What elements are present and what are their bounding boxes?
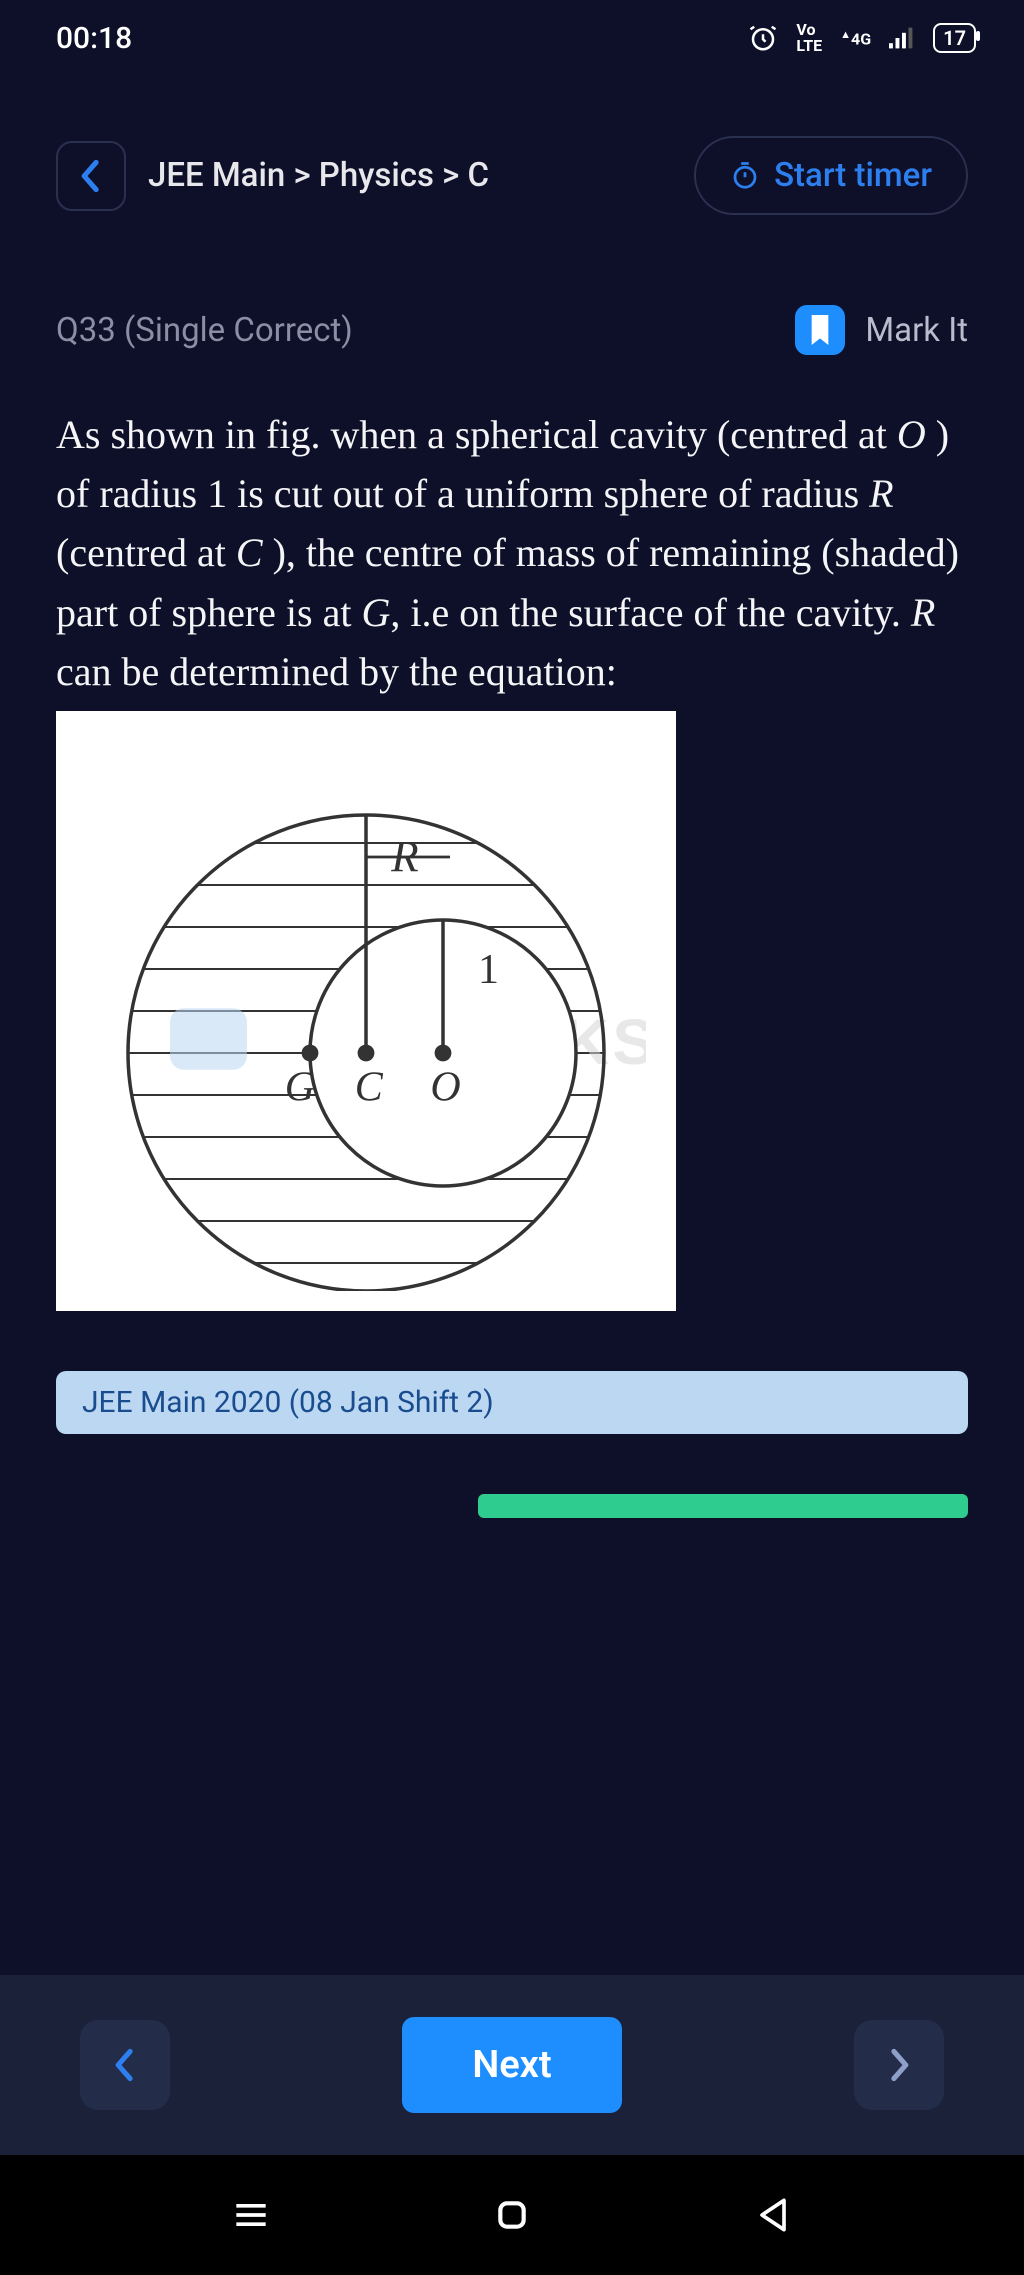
progress-bar (478, 1494, 968, 1518)
start-timer-label: Start timer (774, 156, 932, 195)
back-soft-icon[interactable] (751, 2193, 795, 2237)
header-row: JEE Main > Physics > C Start timer (0, 76, 1024, 215)
question-text: As shown in fig. when a spherical cavity… (0, 355, 1024, 701)
battery-indicator: 17 (933, 23, 976, 53)
next-button[interactable]: Next (402, 2017, 621, 2113)
chevron-right-icon (888, 2048, 910, 2082)
volte-indicator: VoLTE (796, 22, 822, 54)
next-question-button[interactable] (854, 2020, 944, 2110)
svg-text:C: C (355, 1065, 384, 1111)
svg-text:G: G (285, 1065, 315, 1111)
exam-tag-chip[interactable]: JEE Main 2020 (08 Jan Shift 2) (56, 1371, 968, 1434)
svg-text:1: 1 (478, 947, 499, 993)
chevron-left-icon (114, 2048, 136, 2082)
alarm-icon (748, 23, 778, 53)
home-icon[interactable] (492, 2195, 532, 2235)
chevron-left-icon (80, 159, 102, 193)
bookmark-button[interactable] (795, 305, 845, 355)
signal-icon (889, 27, 915, 49)
question-figure: MARKS R 1 G C O (56, 711, 676, 1311)
timer-icon (730, 161, 760, 191)
bottom-nav: Next (0, 1975, 1024, 2155)
svg-text:O: O (430, 1065, 460, 1111)
status-bar: 00:18 VoLTE ▲4G 17 (0, 0, 1024, 76)
back-button[interactable] (56, 141, 126, 211)
mark-it-group: Mark It (795, 305, 968, 355)
start-timer-button[interactable]: Start timer (694, 136, 968, 215)
android-soft-keys (0, 2155, 1024, 2275)
breadcrumb[interactable]: JEE Main > Physics > C (148, 156, 672, 195)
network-indicator: ▲4G (840, 29, 871, 47)
prev-question-button[interactable] (80, 2020, 170, 2110)
recent-apps-icon[interactable] (229, 2193, 273, 2237)
status-time: 00:18 (56, 21, 132, 56)
question-meta-row: Q33 (Single Correct) Mark It (0, 215, 1024, 355)
status-indicators: VoLTE ▲4G 17 (748, 22, 976, 54)
question-id-label: Q33 (Single Correct) (56, 311, 353, 350)
bookmark-icon (808, 315, 832, 345)
mark-it-label: Mark It (865, 311, 968, 350)
